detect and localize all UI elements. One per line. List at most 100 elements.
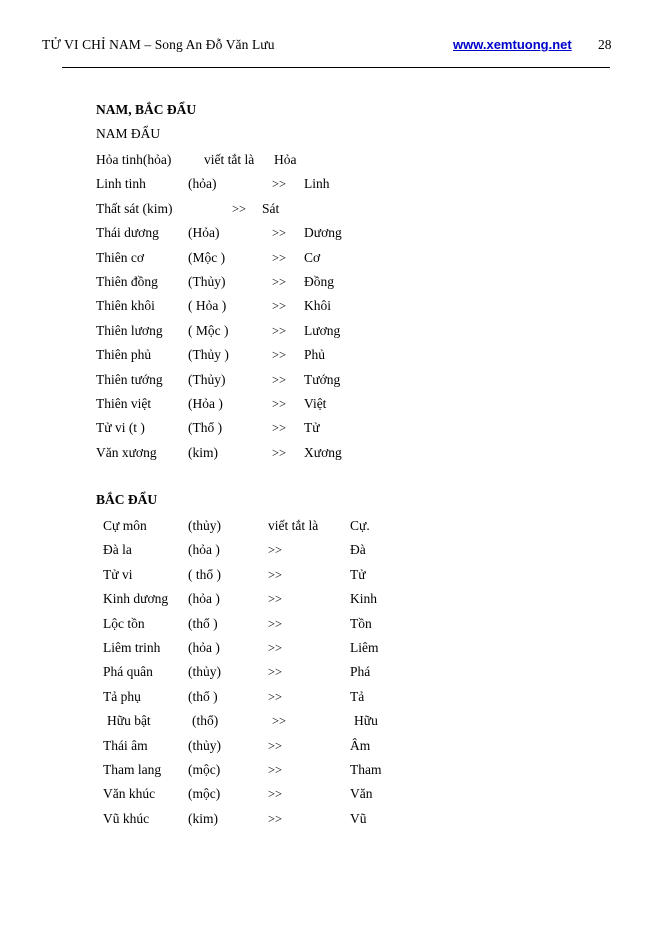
star-element: (Hỏa ) [188, 396, 223, 411]
star-row: Thiên lương ( Mộc ) >> Lương [96, 319, 656, 343]
star-name: Thiên khôi [96, 298, 155, 314]
star-name: Hỏa tinh(hỏa) [96, 152, 172, 167]
section-subtitle-nam-bac-dau: NAM ĐẨU [96, 126, 161, 141]
star-name: Thiên việt [96, 396, 152, 411]
abbreviation-marker: >> [272, 421, 287, 436]
star-abbreviation: Tử [304, 420, 320, 436]
abbreviation-marker: viết tắt là [268, 518, 319, 533]
header-website-link[interactable]: www.xemtuong.net [453, 37, 572, 52]
star-abbreviation: Đà [350, 542, 366, 558]
star-element: (hỏa ) [188, 542, 220, 558]
abbreviation-marker: >> [272, 372, 287, 387]
abbreviation-marker: >> [272, 714, 287, 729]
star-row: Văn khúc (mộc) >> Văn [103, 782, 663, 806]
star-name: Tham lang [103, 762, 162, 777]
star-abbreviation: Tả [350, 688, 365, 704]
star-name: Tử vi (t ) [96, 420, 145, 436]
star-name: Tả phụ [103, 688, 141, 704]
star-name: Hữu bật [107, 713, 151, 729]
star-element: (mộc) [188, 762, 221, 777]
star-row: Thất sát (kim) >> Sát [96, 197, 656, 221]
star-abbreviation: Dương [304, 225, 342, 241]
star-element: (Mộc ) [188, 249, 226, 265]
star-row: Tham lang (mộc) >> Tham [103, 758, 663, 782]
star-row: Tử vi ( thổ ) >> Tử [103, 563, 663, 587]
star-name: Thiên đồng [96, 274, 158, 289]
star-row: Lộc tồn (thổ ) >> Tồn [103, 612, 663, 636]
star-name: Kinh dương [103, 591, 169, 607]
star-row: Thiên tướng (Thủy) >> Tướng [96, 368, 656, 392]
star-abbreviation: Đồng [304, 274, 334, 289]
page-number: 28 [598, 37, 612, 52]
star-abbreviation: Kinh [350, 591, 377, 607]
star-row: Thái âm (thủy) >> Âm [103, 734, 663, 758]
abbreviation-marker: >> [272, 177, 287, 192]
star-element: ( Mộc ) [188, 322, 229, 338]
star-element: ( Hỏa ) [188, 298, 227, 314]
star-name: Văn xương [96, 444, 157, 460]
abbreviation-marker: >> [268, 787, 283, 802]
section-title-bac-dau: BẮC ĐẨU [96, 492, 158, 507]
star-abbreviation: Phủ [304, 347, 326, 363]
star-abbreviation: Hữu [354, 713, 378, 729]
abbreviation-marker: >> [272, 299, 287, 314]
star-name: Thiên phủ [96, 347, 152, 363]
star-name: Tử vi [103, 566, 133, 582]
star-row: Linh tinh (hỏa) >> Linh [96, 172, 656, 196]
star-row: Vũ khúc (kim) >> Vũ [103, 807, 663, 831]
star-abbreviation: Liêm [350, 640, 379, 655]
star-element: (thổ ) [188, 615, 218, 631]
star-abbreviation: Âm [350, 737, 371, 753]
star-element: (thủy) [188, 737, 221, 753]
abbreviation-marker: >> [268, 641, 283, 655]
star-name: Thái dương [96, 225, 159, 241]
abbreviation-marker: >> [272, 397, 287, 411]
abbreviation-marker: >> [268, 811, 283, 826]
star-element: (thổ ) [188, 688, 218, 704]
abbreviation-marker: >> [268, 616, 283, 631]
abbreviation-marker: >> [232, 201, 247, 216]
star-element: (kim) [188, 444, 218, 460]
star-abbreviation: Văn [350, 786, 373, 802]
abbreviation-marker: >> [272, 445, 287, 460]
star-name: Thái âm [103, 737, 148, 753]
abbreviation-marker: >> [272, 323, 287, 338]
star-element: ( thổ ) [188, 566, 221, 582]
star-row: Đà la (hỏa ) >> Đà [103, 538, 663, 562]
header-title: TỬ VI CHỈ NAM – Song An Đỗ Văn Lưu [42, 37, 275, 52]
star-name: Thiên cơ [96, 249, 144, 265]
star-abbreviation: Xương [304, 444, 342, 460]
star-abbreviation: Sát [262, 200, 280, 216]
abbreviation-marker: >> [272, 275, 287, 289]
star-row: Tử vi (t ) (Thổ ) >> Tử [96, 416, 656, 440]
star-abbreviation: Tướng [304, 371, 341, 387]
star-abbreviation: Tồn [350, 615, 372, 631]
star-abbreviation: Cơ [304, 249, 321, 265]
star-name: Cự môn [103, 518, 147, 533]
abbreviation-marker: >> [268, 665, 283, 680]
star-element: (Hỏa) [188, 225, 220, 241]
abbreviation-marker: >> [272, 250, 287, 265]
abbreviation-marker: >> [268, 763, 283, 777]
star-abbreviation: Tham [350, 762, 382, 777]
star-element: (kim) [188, 810, 218, 826]
star-name: Vũ khúc [103, 810, 150, 826]
star-abbreviation: Khôi [304, 298, 331, 314]
star-name: Lộc tồn [103, 615, 145, 631]
section-title-nam-bac-dau: NAM, BẮC ĐẨU [96, 102, 197, 117]
star-name: Văn khúc [103, 786, 156, 802]
abbreviation-marker: >> [268, 543, 283, 558]
star-abbreviation: Vũ [350, 810, 367, 826]
star-name: Thiên tướng [96, 371, 163, 387]
star-name: Liêm trinh [103, 640, 161, 655]
star-abbreviation: Linh [304, 176, 330, 192]
star-row: Kinh dương (hỏa ) >> Kinh [103, 587, 663, 611]
star-name: Đà la [103, 542, 132, 558]
star-abbreviation: Việt [304, 396, 327, 411]
abbreviation-marker: >> [272, 226, 287, 241]
star-abbreviation: Hỏa [274, 152, 297, 167]
star-row: Cự môn (thủy) viết tắt là Cự. [103, 514, 663, 538]
star-element: (mộc) [188, 786, 221, 802]
star-row: Thái dương (Hỏa) >> Dương [96, 221, 656, 245]
star-element: (hỏa ) [188, 591, 220, 607]
